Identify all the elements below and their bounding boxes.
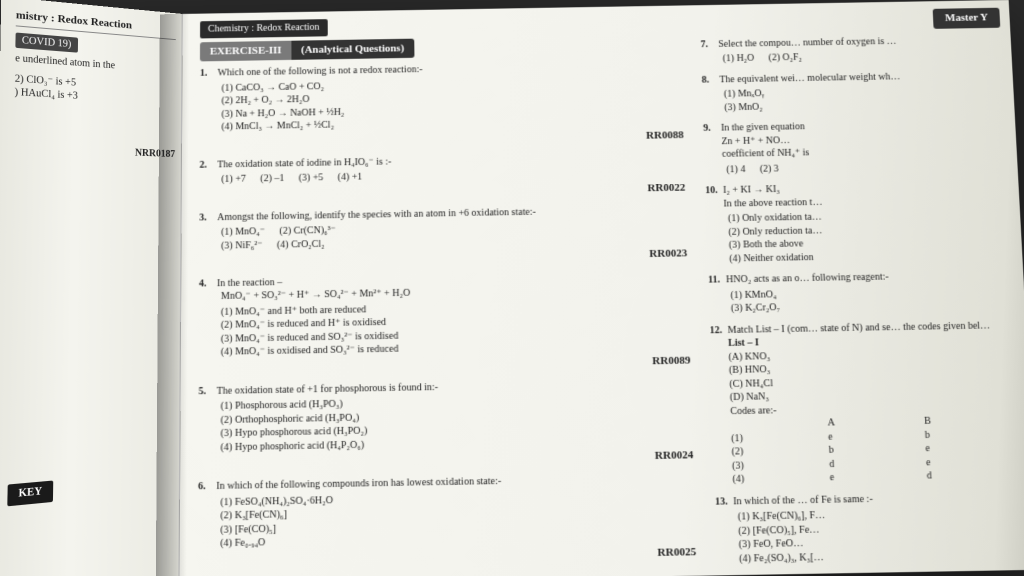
q5-stem: The oxidation state of +1 for phosphorou… <box>217 382 438 397</box>
question-7: 7. Select the compou… number of oxygen i… <box>700 33 1002 66</box>
q3-o1: (1) MnO₄⁻ <box>221 225 265 239</box>
q13-stem: In which of the … of Fe is same :- <box>733 494 873 508</box>
q8-options: (1) MnₓOᵧ (3) MnO₂ <box>720 84 1005 115</box>
q3-o2: (2) Cr(CN)₆³⁻ <box>279 224 335 238</box>
q13-num: 13. <box>715 495 728 509</box>
q10-options: (1) Only oxidation ta… (2) Only reductio… <box>724 208 1013 266</box>
q9-o2: (2) 3 <box>760 162 779 175</box>
q6-options: (1) FeSO₄(NH₄)₂SO₄·6H₂O (2) K₃[Fe(CN)₆] … <box>216 487 696 551</box>
q9-num: 9. <box>703 122 711 135</box>
q13-options: (1) K₃[Fe(CN)₆], F… (2) [Fe(CO)₅], Fe… (… <box>734 506 1024 566</box>
q4-options: (1) MnO₄⁻ and H⁺ both are reduced (2) Mn… <box>217 298 690 360</box>
book-spread: mistry : Redox Reaction COVID 19) e unde… <box>0 0 1024 576</box>
q1-num: 1. <box>200 67 207 80</box>
q9-options: (1) 4 (2) 3 <box>722 159 1008 177</box>
q2-o1: (1) +7 <box>221 173 246 187</box>
q12-r4c: d <box>927 468 1024 483</box>
q3-stem: Amongst the following, identify the spec… <box>217 206 536 222</box>
q9-stem: In the given equation <box>721 122 805 134</box>
question-9: 9. In the given equation Zn + H⁺ + NO… c… <box>703 117 1008 177</box>
q8-num: 8. <box>702 74 710 87</box>
q3-o4: (4) CrO₂Cl₂ <box>277 237 325 251</box>
left-tab: COVID 19) <box>15 32 77 53</box>
q7-o1: (1) H₂O <box>723 52 755 65</box>
q4-stem: In the reaction – <box>217 277 282 289</box>
exercise-sub: (Analytical Questions) <box>291 38 414 60</box>
exercise-bar: EXERCISE-III (Analytical Questions) <box>200 34 681 62</box>
q12-r4a: (4) <box>732 471 830 486</box>
question-11: 11. HNO₂ acts as an o… following reagent… <box>708 269 1015 316</box>
question-13: 13. In which of the … of Fe is same :- (… <box>715 490 1024 567</box>
right-page: Chemistry : Redox Reaction EXERCISE-III … <box>179 0 1024 576</box>
q7-stem: Select the compou… number of oxygen is … <box>718 36 897 50</box>
q6-stem: In which of the following compounds iron… <box>216 476 501 492</box>
question-10: 10. I₂ + KI → KI₃ In the above reaction … <box>705 180 1013 267</box>
question-12: 12. Match List – I (com… state of N) and… <box>709 319 1024 487</box>
q6-num: 6. <box>198 480 206 494</box>
question-5: 5. The oxidation state of +1 for phospho… <box>198 376 693 472</box>
q7-o2: (2) O₂F₂ <box>768 52 802 66</box>
question-8: 8. The equivalent wei… molecular weight … <box>702 69 1005 115</box>
master-badge: Master Y <box>933 8 1000 29</box>
q1-options: (1) CaCO₃ → CaO + CO₂ (2) 2H₂ + O₂ → 2H₂… <box>217 74 683 134</box>
q2-o3: (3) +5 <box>299 172 324 186</box>
q2-o2: (2) –1 <box>260 172 284 186</box>
key-label: KEY <box>7 481 53 506</box>
question-1: 1. Which one of the following is not a r… <box>200 59 684 151</box>
q11-options: (1) KMnO₄ (3) K₂Cr₂O₇ <box>726 284 1015 316</box>
q3-num: 3. <box>199 211 207 224</box>
q1-stem: Which one of the following is not a redo… <box>218 65 423 79</box>
q2-o4: (4) +1 <box>338 171 363 185</box>
question-6: 6. In which of the following compounds i… <box>198 472 697 569</box>
center-column: Chemistry : Redox Reaction EXERCISE-III … <box>187 13 706 576</box>
question-3: 3. Amongst the following, identify the s… <box>199 203 687 270</box>
q2-stem: The oxidation state of iodine in H₄IO₆⁻ … <box>217 156 391 170</box>
q12-num: 12. <box>709 324 722 338</box>
q7-options: (1) H₂O (2) O₂F₂ <box>719 48 1002 66</box>
question-2: 2. The oxidation state of iodine in H₄IO… <box>199 150 685 203</box>
q7-num: 7. <box>700 38 708 51</box>
q11-stem: HNO₂ acts as an o… following reagent:- <box>726 272 889 286</box>
q8-stem: The equivalent wei… molecular weight wh… <box>719 71 900 85</box>
q5-num: 5. <box>198 385 206 399</box>
left-page: mistry : Redox Reaction COVID 19) e unde… <box>0 0 182 576</box>
q4-num: 4. <box>199 277 207 290</box>
right-column: Master Y 7. Select the compou… number of… <box>690 8 1024 568</box>
q10-num: 10. <box>705 184 718 197</box>
q12-r4b: e <box>829 470 927 485</box>
q2-num: 2. <box>199 159 206 172</box>
topic-tab: Chemistry : Redox Reaction <box>200 19 327 38</box>
q5-options: (1) Phosphorous acid (H₃PO₃) (2) Orthoph… <box>216 392 693 455</box>
q9-o1: (1) 4 <box>726 163 745 176</box>
q10-stem: I₂ + KI → KI₃ <box>723 184 780 196</box>
exercise-label: EXERCISE-III <box>200 40 291 62</box>
q11-num: 11. <box>708 274 720 288</box>
q3-o3: (3) NiF₆²⁻ <box>221 239 262 253</box>
question-4: 4. In the reaction – MnO₄⁻ + SO₃²⁻ + H⁺ … <box>199 269 691 377</box>
